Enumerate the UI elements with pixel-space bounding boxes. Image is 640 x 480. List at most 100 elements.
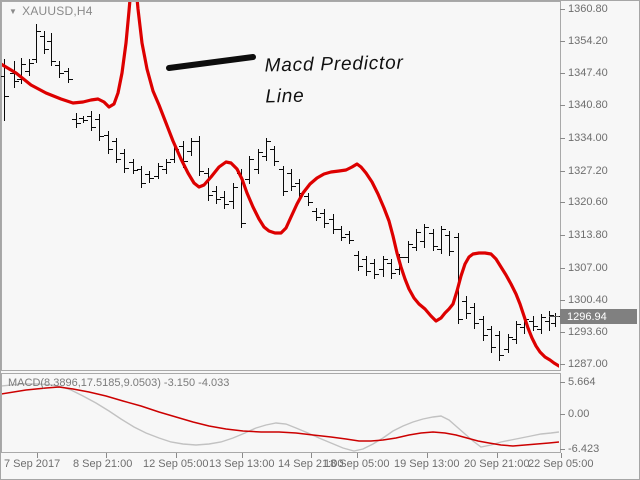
ohlc-bar	[1, 59, 9, 121]
ohlc-bar	[129, 159, 138, 174]
ohlc-bar	[354, 251, 363, 271]
ohlc-bar	[529, 316, 538, 331]
ohlc-bar	[487, 326, 496, 353]
ohlc-bar	[195, 136, 204, 176]
axis-ticks	[37, 9, 565, 458]
price-tick-label: 1327.20	[568, 165, 608, 177]
annotation-stroke[interactable]	[166, 54, 256, 71]
ohlc-bar	[187, 138, 196, 156]
ohlc-bar	[137, 166, 146, 188]
time-tick-label: 22 Sep 05:00	[528, 458, 594, 470]
price-tick-label: 1307.00	[568, 262, 608, 274]
macd-indicator-lines	[2, 383, 559, 452]
price-tick-label: 1287.00	[568, 358, 608, 370]
ohlc-bar	[55, 61, 64, 78]
price-tick-label: 1347.40	[568, 67, 608, 79]
ohlc-bar	[537, 314, 546, 334]
macd-signal-line	[2, 386, 559, 447]
time-tick-label: 19 Sep 13:00	[394, 458, 460, 470]
time-tick-label: 8 Sep 21:00	[73, 458, 133, 470]
ohlc-bar	[220, 191, 229, 209]
annotation-text: Macd Predictor Line	[264, 48, 404, 113]
pane-borders	[1, 1, 561, 453]
ohlc-bar	[87, 111, 96, 131]
price-tick-label: 1334.00	[568, 132, 608, 144]
ohlc-bar	[329, 214, 338, 234]
ohlc-bar	[17, 58, 26, 84]
symbol-label: ▼ XAUUSD,H4	[9, 4, 93, 18]
price-tick-label: 1300.40	[568, 294, 608, 306]
price-tick-label: 1293.60	[568, 326, 608, 338]
ohlc-bar	[112, 138, 121, 163]
ohlc-bar	[304, 193, 313, 206]
time-tick-label: 12 Sep 05:00	[143, 458, 209, 470]
ohlc-bar	[512, 321, 521, 344]
ohlc-bar	[445, 231, 454, 256]
price-tick-label: 1354.20	[568, 35, 608, 47]
time-tick-label: 7 Sep 2017	[4, 458, 61, 470]
ohlc-bar	[162, 159, 171, 174]
ohlc-bar	[25, 59, 34, 76]
price-tick-label: 1340.80	[568, 99, 608, 111]
ohlc-bar	[362, 256, 371, 276]
ohlc-bar	[120, 149, 129, 173]
ohlc-bar	[504, 334, 513, 353]
ohlc-bar	[40, 31, 49, 54]
ohlc-bar	[47, 33, 56, 66]
price-tick-label: 1313.80	[568, 229, 608, 241]
ohlc-bar	[95, 114, 104, 141]
ohlc-bar	[387, 259, 396, 279]
price-tick-label: 1360.80	[568, 3, 608, 15]
ohlc-bar	[379, 256, 388, 277]
ohlc-bar	[345, 231, 354, 244]
ohlc-bar	[462, 296, 471, 319]
ohlc-bar	[245, 156, 254, 184]
ohlc-bar	[470, 303, 479, 329]
macd-predictor-line[interactable]	[1, 1, 559, 368]
time-tick-label: 20 Sep 21:00	[464, 458, 530, 470]
ohlc-bar	[370, 259, 379, 279]
ohlc-bar	[479, 316, 488, 341]
ohlc-bar	[312, 208, 321, 221]
ohlc-bar	[104, 131, 113, 154]
symbol-dropdown-icon: ▼	[9, 6, 18, 16]
ohlc-bar	[79, 116, 88, 123]
ohlc-bar	[287, 169, 296, 191]
ohlc-bar	[212, 186, 221, 204]
ohlc-bar	[320, 209, 329, 228]
ohlc-bar	[204, 168, 213, 201]
ohlc-bar	[420, 224, 429, 248]
ohlc-bar	[229, 183, 238, 209]
ohlc-bar	[32, 24, 41, 63]
price-tick-label: 1320.60	[568, 196, 608, 208]
ohlc-bar	[64, 68, 73, 83]
ohlc-bars[interactable]	[1, 24, 560, 361]
ohlc-bar	[254, 149, 263, 174]
annotation-line-1: Macd Predictor	[264, 52, 404, 77]
current-price-tag: 1296.94	[560, 309, 637, 324]
macd-indicator-label: MACD(8.3896,17.5185,9.0503) -3.150 -4.03…	[8, 377, 230, 389]
ohlc-bar	[10, 61, 19, 88]
ohlc-bar	[262, 138, 271, 161]
macd-tick-label: -6.423	[568, 443, 600, 455]
ohlc-bar	[404, 241, 413, 263]
ohlc-bar	[437, 226, 446, 254]
ohlc-bar	[279, 166, 288, 196]
macd-tick-label: 5.664	[568, 376, 596, 388]
time-tick-label: 13 Sep 13:00	[209, 458, 275, 470]
ohlc-bar	[545, 311, 554, 331]
ohlc-bar	[145, 171, 154, 183]
ohlc-bar	[154, 163, 163, 179]
ohlc-bar	[337, 226, 346, 241]
macd-tick-label: 0.00	[568, 408, 590, 420]
time-tick-label: 18 Sep 05:00	[324, 458, 390, 470]
annotation-line-2: Line	[265, 85, 305, 108]
ohlc-bar	[412, 229, 421, 251]
ohlc-bar	[454, 233, 463, 324]
ohlc-bar	[429, 229, 438, 251]
ohlc-bar	[495, 331, 504, 361]
symbol-name: XAUUSD,H4	[22, 4, 93, 18]
time-tick-label: 14 Sep 21:00	[278, 458, 344, 470]
